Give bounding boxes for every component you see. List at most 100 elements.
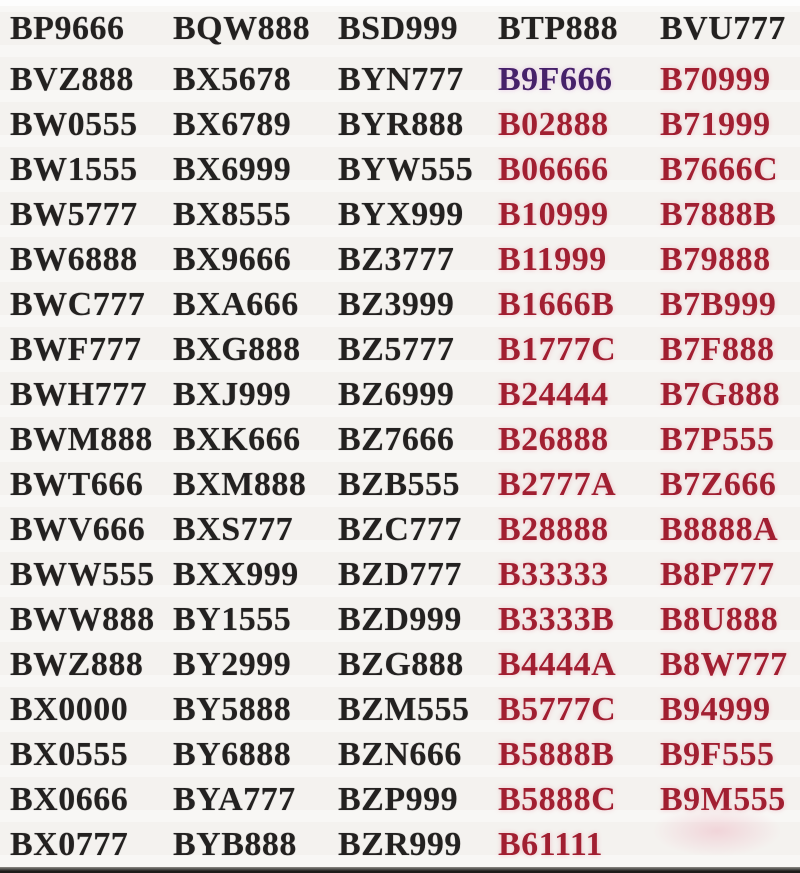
bottom-bar — [0, 867, 800, 873]
table-row: BW6888 BX9666 BZ3777 B11999 B79888 — [10, 237, 800, 282]
plate-cell: BYN777 — [338, 60, 464, 98]
plate-cell: B7G888 — [660, 375, 781, 413]
plate-cell: BZP999 — [338, 780, 459, 818]
plate-cell: BZ6999 — [338, 375, 455, 413]
plate-cell: BWM888 — [10, 420, 153, 458]
plate-cell: B06666 — [498, 150, 609, 188]
header-cell: BSD999 — [338, 9, 459, 47]
plate-cell: BZM555 — [338, 690, 470, 728]
table-row: BWH777 BXJ999 BZ6999 B24444 B7G888 — [10, 372, 800, 417]
plate-cell: BZR999 — [338, 825, 462, 863]
plate-cell: BY2999 — [173, 645, 292, 683]
plate-cell: BZ5777 — [338, 330, 455, 368]
table-row: BW0555 BX6789 BYR888 B02888 B71999 — [10, 102, 800, 147]
header-cell: BTP888 — [498, 9, 619, 47]
header-cell: BVU777 — [660, 9, 786, 47]
plate-cell: BWW888 — [10, 600, 155, 638]
plate-cell: B8888A — [660, 510, 779, 548]
plate-cell: B8W777 — [660, 645, 788, 683]
plate-cell: B7Z666 — [660, 465, 777, 503]
plate-cell: B5888B — [498, 735, 615, 773]
plate-cell: BZN666 — [338, 735, 462, 773]
plate-cell: BX0777 — [10, 825, 129, 863]
plate-cell: BZB555 — [338, 465, 461, 503]
table-row: BW5777 BX8555 BYX999 B10999 B7888B — [10, 192, 800, 237]
plate-cell: BW5777 — [10, 195, 138, 233]
plate-cell: BYX999 — [338, 195, 464, 233]
plate-cell: B24444 — [498, 375, 609, 413]
plate-cell: BWZ888 — [10, 645, 144, 683]
plate-cell: BX9666 — [173, 240, 292, 278]
table-row: BWZ888 BY2999 BZG888 B4444A B8W777 — [10, 642, 800, 687]
table-row: BWW888 BY1555 BZD999 B3333B B8U888 — [10, 597, 800, 642]
plate-cell: B7F888 — [660, 330, 775, 368]
plate-cell: BX8555 — [173, 195, 292, 233]
plate-cell: B2777A — [498, 465, 617, 503]
plate-cell: B8U888 — [660, 600, 779, 638]
plate-cell: B02888 — [498, 105, 609, 143]
plate-cell: B5888C — [498, 780, 617, 818]
plate-cell: BZ3999 — [338, 285, 455, 323]
table-row: BX0777 BYB888 BZR999 B61111 — [10, 822, 800, 867]
plate-cell: BZ7666 — [338, 420, 455, 458]
plate-cell: BW6888 — [10, 240, 138, 278]
table-row: BWT666 BXM888 BZB555 B2777A B7Z666 — [10, 462, 800, 507]
plate-cell: BWF777 — [10, 330, 142, 368]
plate-cell: BWC777 — [10, 285, 146, 323]
plate-cell: B26888 — [498, 420, 609, 458]
table-row: BVZ888 BX5678 BYN777 B9F666 B70999 — [10, 57, 800, 102]
plate-cell: BWV666 — [10, 510, 146, 548]
plate-cell: BZD777 — [338, 555, 462, 593]
table-row: BWM888 BXK666 BZ7666 B26888 B7P555 — [10, 417, 800, 462]
plate-cell: BXS777 — [173, 510, 294, 548]
plate-cell: B4444A — [498, 645, 617, 683]
plate-cell: B70999 — [660, 60, 771, 98]
plate-cell: BZG888 — [338, 645, 464, 683]
plate-cell: BY5888 — [173, 690, 292, 728]
plate-cell: BX0555 — [10, 735, 129, 773]
table-row: BX0666 BYA777 BZP999 B5888C B9M555 — [10, 777, 800, 822]
table-row: BWW555 BXX999 BZD777 B33333 B8P777 — [10, 552, 800, 597]
plate-cell: BYW555 — [338, 150, 474, 188]
plate-cell: B28888 — [498, 510, 609, 548]
table-body: BVZ888 BX5678 BYN777 B9F666 B70999 BW0555 BX67… — [10, 57, 800, 867]
plate-cell: BW0555 — [10, 105, 138, 143]
table-header-row: BP9666 BQW888 BSD999 BTP888 BVU777 — [10, 0, 800, 57]
plate-cell: B7P555 — [660, 420, 775, 458]
plate-cell: B79888 — [660, 240, 771, 278]
plate-cell: BW1555 — [10, 150, 138, 188]
plate-cell: B1777C — [498, 330, 617, 368]
plate-cell: BXX999 — [173, 555, 299, 593]
plate-cell: B9M555 — [660, 780, 786, 818]
plate-cell: B9F555 — [660, 735, 775, 773]
plate-cell: B71999 — [660, 105, 771, 143]
table-row: BWC777 BXA666 BZ3999 B1666B B7B999 — [10, 282, 800, 327]
plate-cell: B61111 — [498, 825, 604, 863]
plate-cell: B33333 — [498, 555, 609, 593]
plate-cell: BVZ888 — [10, 60, 134, 98]
top-strip — [0, 0, 800, 6]
header-cell: BQW888 — [173, 9, 311, 47]
plate-cell: B3333B — [498, 600, 615, 638]
plate-cell: BX6789 — [173, 105, 292, 143]
plate-cell: B7B999 — [660, 285, 777, 323]
plate-cell: BYA777 — [173, 780, 296, 818]
plate-cell: B11999 — [498, 240, 607, 278]
table-row: BX0555 BY6888 BZN666 B5888B B9F555 — [10, 732, 800, 777]
plate-cell: BX0000 — [10, 690, 129, 728]
plate-cell: BX6999 — [173, 150, 292, 188]
plate-cell: BXK666 — [173, 420, 301, 458]
plate-cell: B9F666 — [498, 60, 613, 98]
plate-cell: BYB888 — [173, 825, 297, 863]
table-row: BW1555 BX6999 BYW555 B06666 B7666C — [10, 147, 800, 192]
plate-cell: BX5678 — [173, 60, 292, 98]
plate-cell: BX0666 — [10, 780, 129, 818]
plate-cell: BY1555 — [173, 600, 292, 638]
table-row: BWV666 BXS777 BZC777 B28888 B8888A — [10, 507, 800, 552]
plate-cell: B7666C — [660, 150, 779, 188]
table-row: BWF777 BXG888 BZ5777 B1777C B7F888 — [10, 327, 800, 372]
plate-cell: BXG888 — [173, 330, 301, 368]
plate-cell: B1666B — [498, 285, 615, 323]
